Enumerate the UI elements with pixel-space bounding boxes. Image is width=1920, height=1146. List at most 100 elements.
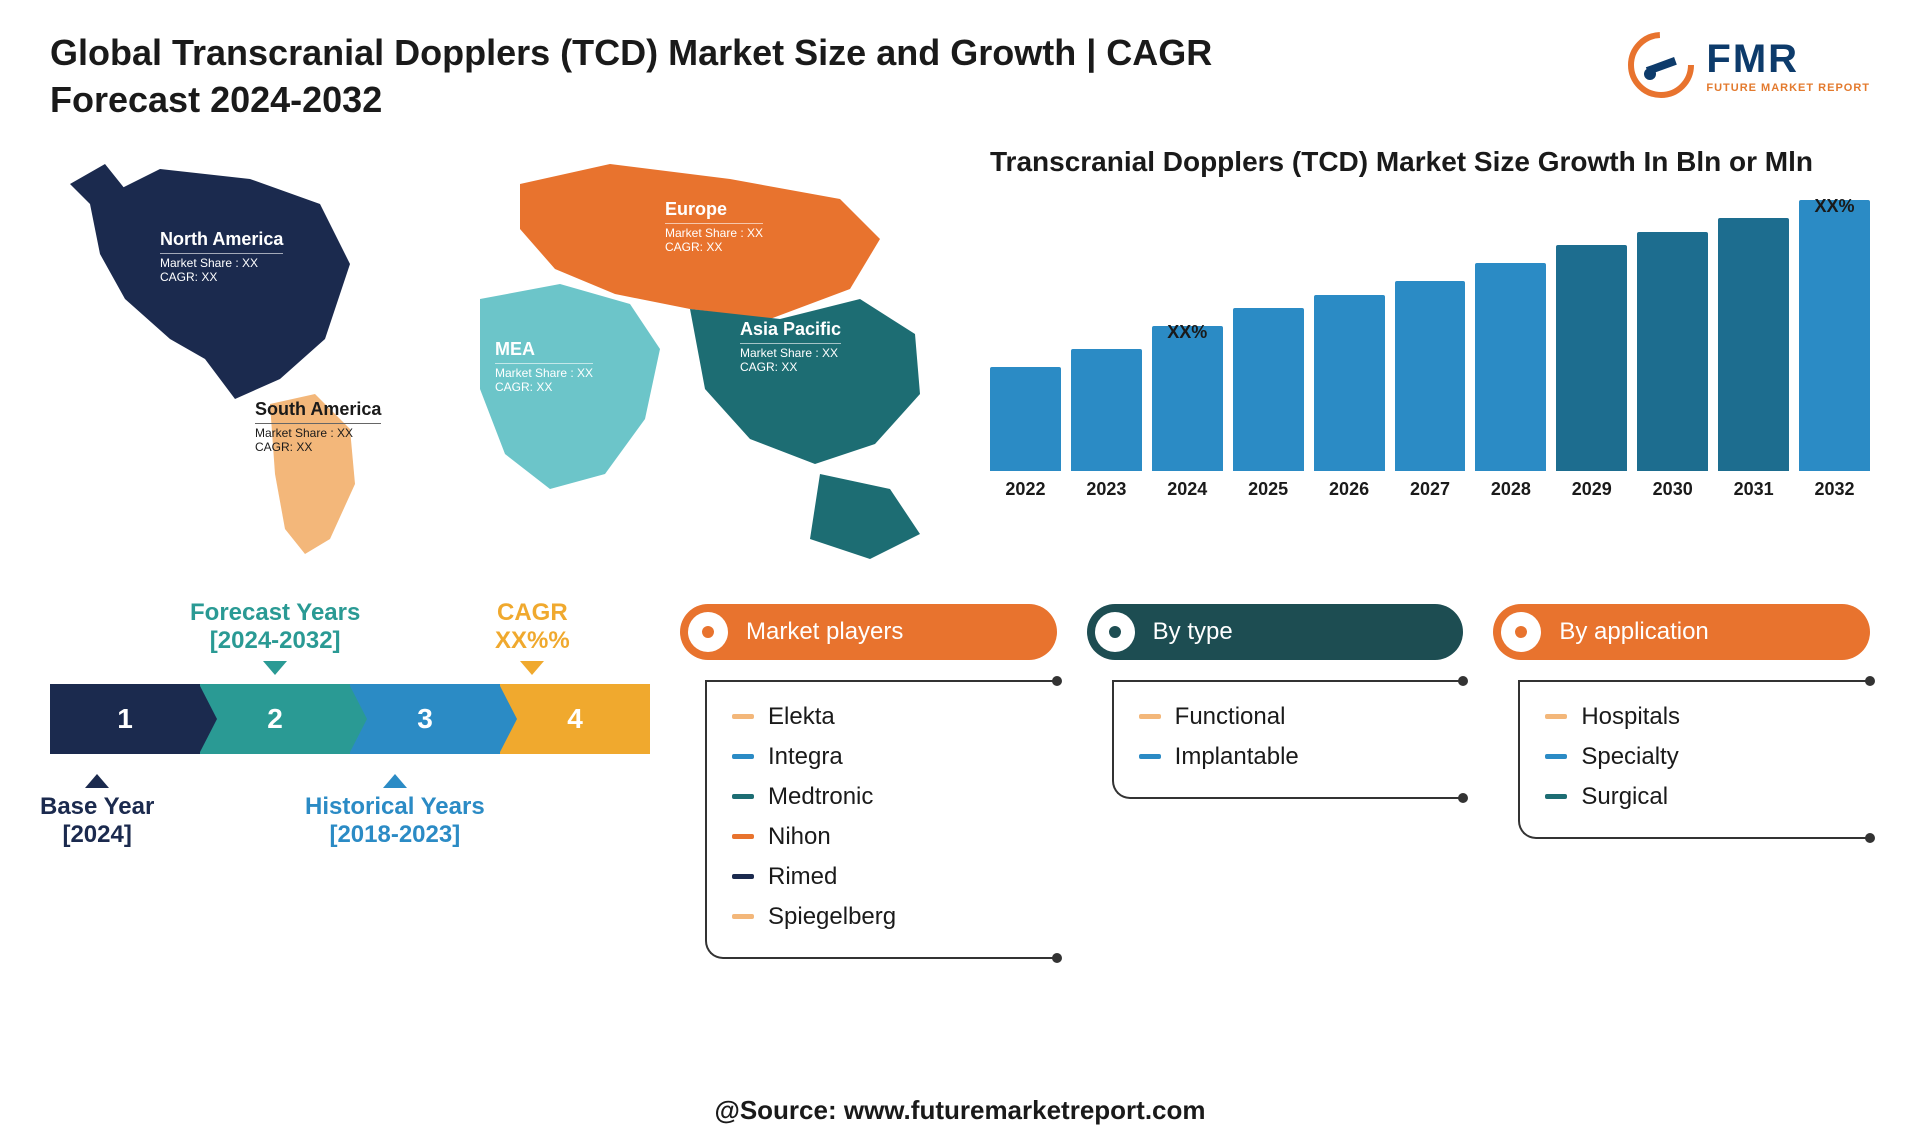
bar-annotation: XX% [1167,322,1207,343]
category-bracket: Functional Implantable [1112,680,1464,799]
bar [1556,245,1627,471]
item-text: Implantable [1175,743,1299,771]
bar [1799,200,1870,471]
timeline-section: Forecast Years [2024-2032] CAGR XX%% 123… [50,604,650,754]
chart-title: Transcranial Dopplers (TCD) Market Size … [990,144,1870,180]
region-label-na: North America Market Share : XXCAGR: XX [160,229,283,284]
category-item: Implantable [1139,737,1464,777]
item-text: Surgical [1581,783,1668,811]
category-item: Integra [732,737,1057,777]
category-item: Rimed [732,857,1057,897]
tick-icon [1139,714,1161,719]
bar-year-label: 2029 [1572,479,1612,500]
callout-base: Base Year [2024] [40,769,154,851]
bar-year-label: 2023 [1086,479,1126,500]
tick-icon [1545,754,1567,759]
bar-year-label: 2022 [1005,479,1045,500]
bar [990,367,1061,471]
timeline-segment: 4 [500,684,650,754]
item-text: Specialty [1581,743,1678,771]
bar-chart-section: Transcranial Dopplers (TCD) Market Size … [970,144,1870,564]
bar [1314,295,1385,471]
region-label-eu: Europe Market Share : XXCAGR: XX [665,199,763,254]
bar-year-label: 2025 [1248,479,1288,500]
telescope-icon [1626,30,1696,100]
bar-year-label: 2024 [1167,479,1207,500]
region-name: South America [255,399,381,420]
bar [1152,326,1223,471]
bar-wrap: 2025 [1233,308,1304,500]
bar-year-label: 2030 [1653,479,1693,500]
tick-icon [732,794,754,799]
bar-wrap: 2023 [1071,349,1142,500]
fmr-logo: FMR FUTURE MARKET REPORT [1626,30,1870,100]
bar-year-label: 2026 [1329,479,1369,500]
item-text: Integra [768,743,843,771]
item-text: Spiegelberg [768,903,896,931]
logo-text-main: FMR [1706,37,1870,82]
category-bracket: Elekta Integra Medtronic Nihon Rimed Spiegelb… [705,680,1057,959]
pill-dot-icon [1095,612,1135,652]
timeline-segment: 1 [50,684,200,754]
tick-icon [732,754,754,759]
region-label-ap: Asia Pacific Market Share : XXCAGR: XX [740,319,841,374]
bottom-row: Forecast Years [2024-2032] CAGR XX%% 123… [50,604,1870,959]
tick-icon [732,834,754,839]
category-by-application: By application Hospitals Specialty Surgical [1493,604,1870,839]
bar-year-label: 2032 [1814,479,1854,500]
timeline-segment: 3 [350,684,500,754]
region-name: Asia Pacific [740,319,841,340]
tick-icon [732,874,754,879]
tick-icon [732,714,754,719]
bar-wrap: 2029 [1556,245,1627,500]
category-item: Surgical [1545,777,1870,817]
pill-dot-icon [688,612,728,652]
bar-year-label: 2031 [1734,479,1774,500]
bar-wrap: XX%2024 [1152,326,1223,500]
bar-wrap: XX%2032 [1799,200,1870,500]
region-label-mea: MEA Market Share : XXCAGR: XX [495,339,593,394]
category-by-type: By type Functional Implantable [1087,604,1464,799]
logo-text-sub: FUTURE MARKET REPORT [1706,82,1870,94]
item-text: Elekta [768,703,835,731]
bar-wrap: 2027 [1395,281,1466,500]
category-label: By application [1559,618,1708,646]
bar [1071,349,1142,471]
category-item: Elekta [732,697,1057,737]
timeline-bar: 1234 [50,684,650,754]
bar [1718,218,1789,471]
category-bracket: Hospitals Specialty Surgical [1518,680,1870,839]
callout-cagr: CAGR XX%% [495,599,570,681]
bar-year-label: 2027 [1410,479,1450,500]
bar [1475,263,1546,471]
bar [1233,308,1304,471]
region-name: North America [160,229,283,250]
source-attribution: @Source: www.futuremarketreport.com [714,1095,1205,1126]
category-label: Market players [746,618,903,646]
bar-annotation: XX% [1815,196,1855,217]
callout-historical: Historical Years [2018-2023] [305,769,485,851]
header: Global Transcranial Dopplers (TCD) Marke… [50,30,1870,124]
tick-icon [1139,754,1161,759]
category-item: Hospitals [1545,697,1870,737]
category-item: Nihon [732,817,1057,857]
bar-wrap: 2030 [1637,232,1708,500]
tick-icon [732,914,754,919]
region-name: MEA [495,339,593,360]
category-item: Functional [1139,697,1464,737]
category-pill: By type [1087,604,1464,660]
top-row: North America Market Share : XXCAGR: XX … [50,144,1870,564]
item-text: Rimed [768,863,837,891]
world-map: North America Market Share : XXCAGR: XX … [50,144,950,564]
tick-icon [1545,714,1567,719]
region-label-sa: South America Market Share : XXCAGR: XX [255,399,381,454]
category-item: Specialty [1545,737,1870,777]
item-text: Nihon [768,823,831,851]
callout-forecast: Forecast Years [2024-2032] [190,599,360,681]
category-pill: Market players [680,604,1057,660]
item-text: Medtronic [768,783,873,811]
bar [1395,281,1466,471]
pill-dot-icon [1501,612,1541,652]
bar-year-label: 2028 [1491,479,1531,500]
category-item: Medtronic [732,777,1057,817]
